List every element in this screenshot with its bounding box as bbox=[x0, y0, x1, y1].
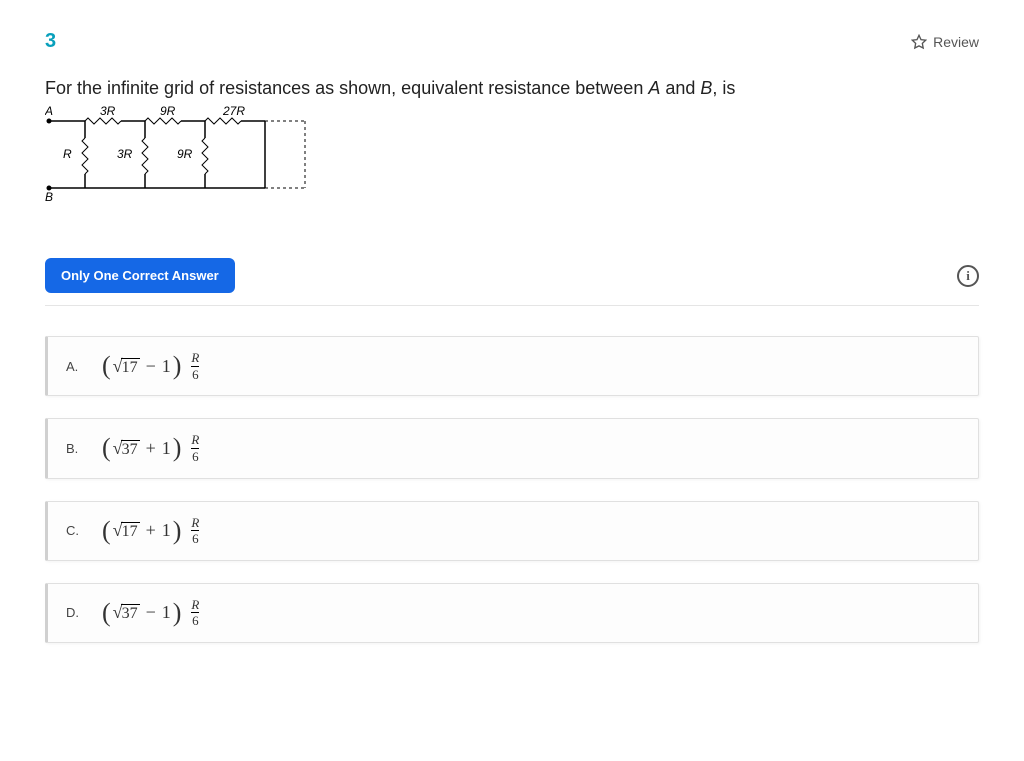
option-formula: ( √17 + 1 ) R6 bbox=[102, 516, 199, 546]
answer-type-badge: Only One Correct Answer bbox=[45, 258, 235, 293]
option-c[interactable]: C. ( √17 + 1 ) R6 bbox=[45, 501, 979, 561]
option-b[interactable]: B. ( √37 + 1 ) R6 bbox=[45, 418, 979, 478]
option-letter: B. bbox=[66, 441, 84, 456]
option-letter: C. bbox=[66, 523, 84, 538]
info-icon[interactable]: i bbox=[957, 265, 979, 287]
review-label: Review bbox=[933, 34, 979, 50]
option-d[interactable]: D. ( √37 − 1 ) R6 bbox=[45, 583, 979, 643]
review-button[interactable]: Review bbox=[911, 34, 979, 50]
diagram-label-b: B bbox=[45, 190, 53, 203]
star-icon bbox=[911, 34, 927, 50]
diagram-label-9r: 9R bbox=[177, 147, 193, 161]
option-letter: D. bbox=[66, 605, 84, 620]
question-text: For the infinite grid of resistances as … bbox=[45, 78, 979, 99]
option-letter: A. bbox=[66, 359, 84, 374]
option-formula: ( √37 − 1 ) R6 bbox=[102, 598, 199, 628]
diagram-label-9r-top: 9R bbox=[160, 104, 176, 118]
question-var-a: A bbox=[648, 78, 660, 98]
diagram-label-3r: 3R bbox=[117, 147, 133, 161]
options-list: A. ( √17 − 1 ) R6 B. ( √37 + 1 ) R6 C. (… bbox=[45, 336, 979, 643]
diagram-label-r: R bbox=[63, 147, 72, 161]
option-formula: ( √37 + 1 ) R6 bbox=[102, 433, 199, 463]
question-text-prefix: For the infinite grid of resistances as … bbox=[45, 78, 648, 98]
badge-row: Only One Correct Answer i bbox=[45, 258, 979, 306]
question-header: 3 Review bbox=[45, 30, 979, 53]
option-formula: ( √17 − 1 ) R6 bbox=[102, 351, 199, 381]
diagram-label-a: A bbox=[45, 104, 53, 118]
question-var-b: B bbox=[700, 78, 712, 98]
diagram-label-3r-top: 3R bbox=[100, 104, 116, 118]
circuit-diagram: A 3R 9R 27R B R 3R bbox=[45, 103, 979, 208]
option-a[interactable]: A. ( √17 − 1 ) R6 bbox=[45, 336, 979, 396]
diagram-label-27r: 27R bbox=[222, 104, 245, 118]
question-text-suffix: , is bbox=[712, 78, 735, 98]
question-text-mid: and bbox=[660, 78, 700, 98]
question-number: 3 bbox=[45, 30, 56, 53]
